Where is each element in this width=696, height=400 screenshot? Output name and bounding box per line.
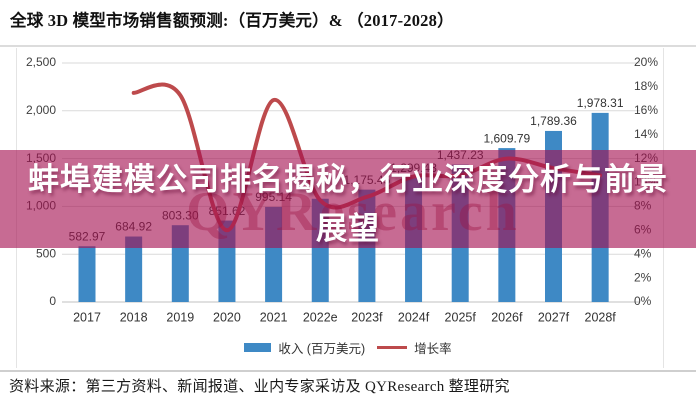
x-axis-label: 2028f [585,310,617,324]
x-axis-label: 2024f [398,310,430,324]
bar-value-label: 1,789.36 [530,114,577,128]
x-axis-label: 2020 [213,310,241,324]
x-axis-label: 2023f [351,310,383,324]
left-axis-tick: 500 [36,246,56,260]
x-axis-label: 2025f [445,310,477,324]
bar-2018 [125,236,143,302]
chart-title: 全球 3D 模型市场销售额预测:（百万美元）& （2017-2028） [10,11,454,30]
x-axis-label: 2026f [491,310,523,324]
x-axis-label: 2022e [303,310,338,324]
x-axis-label: 2021 [260,310,288,324]
revenue-bar-swatch-icon [244,343,272,352]
overlay-banner-line2: 展望 [316,211,380,246]
right-axis-tick: 0% [634,294,652,308]
source-note: 资料来源：第三方资料、新闻报道、业内专家采访及 QYResearch 整理研究 [9,379,510,395]
x-axis-label: 2027f [538,310,570,324]
growth-line-swatch-icon [377,345,408,350]
right-axis-tick: 20% [634,55,658,69]
right-axis-tick: 16% [634,103,658,117]
bar-value-label: 1,978.31 [577,96,624,110]
legend-growth-label: 增长率 [414,342,452,356]
x-axis-label: 2017 [73,310,101,324]
bar-2017 [78,246,96,302]
left-axis-tick: 0 [49,294,56,308]
right-axis-tick: 4% [634,246,652,260]
x-axis-label: 2018 [120,310,148,324]
title-divider [0,45,696,47]
overlay-banner-line1: 蚌埠建模公司排名揭秘，行业深度分析与前景 [28,162,668,197]
legend-item-growth: 增长率 [377,338,452,357]
footer-divider [0,370,696,372]
overlay-banner: 蚌埠建模公司排名揭秘，行业深度分析与前景 展望 [0,150,696,248]
legend-item-revenue: 收入 (百万美元) [244,338,365,357]
right-axis-tick: 2% [634,270,652,284]
left-axis-tick: 2,000 [26,103,56,117]
legend-revenue-label: 收入 (百万美元) [278,342,366,356]
x-axis-label: 2019 [166,310,194,324]
right-axis-tick: 14% [634,127,658,141]
right-axis-tick: 18% [634,79,658,93]
bar-value-label: 1,609.79 [483,131,530,145]
left-axis-tick: 2,500 [26,55,56,69]
chart-legend: 收入 (百万美元) 增长率 [0,338,696,357]
